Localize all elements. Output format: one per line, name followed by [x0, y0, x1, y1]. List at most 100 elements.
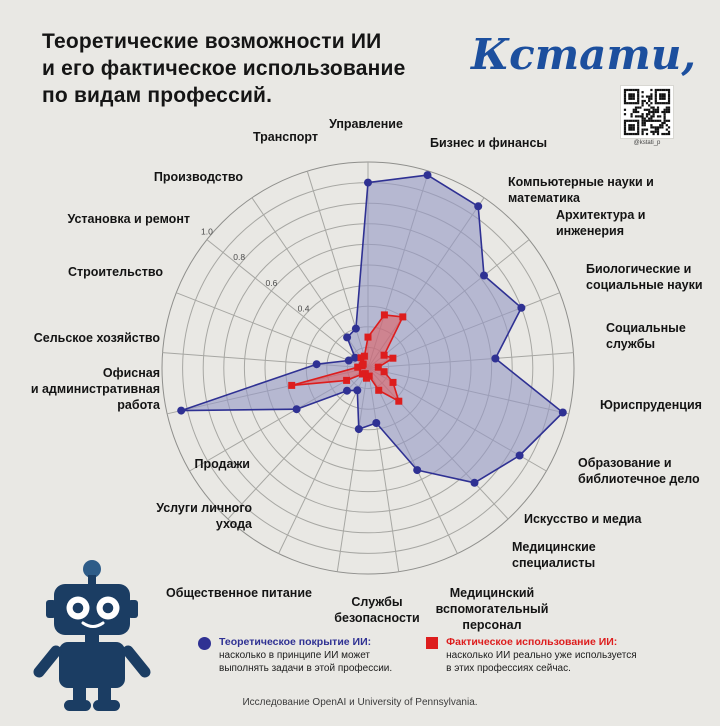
series-marker-circle: [474, 202, 483, 211]
category-label: Медицинский вспомогательный персонал: [436, 586, 549, 632]
legend-item-actual: Фактическое использование ИИ: насколько …: [426, 636, 637, 675]
category-label: Офисная и административная работа: [31, 366, 161, 412]
robot-arm-left: [33, 645, 62, 678]
series-marker-square: [389, 378, 397, 386]
qr-block: @kstati_p: [621, 86, 673, 146]
series-marker-circle: [517, 303, 526, 312]
qr-caption: @kstati_p: [633, 140, 661, 146]
category-label: Производство: [154, 170, 244, 184]
series-marker-circle: [470, 478, 479, 487]
legend: Теоретическое покрытие ИИ: насколько в п…: [198, 636, 637, 675]
legend-square-marker-icon: [426, 637, 439, 649]
series-marker-circle: [480, 271, 488, 280]
robot-icon: [33, 560, 151, 711]
series-marker-circle: [423, 171, 432, 180]
grid-spoke: [206, 239, 369, 369]
robot-pupil-left: [72, 602, 84, 614]
series-marker-circle: [372, 419, 381, 427]
robot-foot-left: [64, 700, 91, 711]
grid-spoke: [278, 367, 369, 554]
category-label: Продажи: [194, 457, 250, 471]
category-label: Услуги личного ухода: [156, 501, 253, 531]
series-marker-circle: [353, 386, 362, 395]
category-label: Архитектура и инженерия: [556, 208, 645, 238]
robot-ear-right: [128, 600, 138, 618]
legend-desc-line: в этих профессиях сейчас.: [446, 663, 571, 674]
series-marker-square: [360, 352, 368, 360]
series-marker-square: [380, 351, 388, 359]
robot-foot-right: [93, 700, 120, 711]
category-label: Службы безопасности: [334, 595, 419, 625]
category-label: Сельское хозяйство: [34, 331, 161, 345]
brand-logo: Кстати,: [470, 30, 696, 79]
grid-spoke: [176, 292, 369, 369]
page-title: Теоретические возможности ИИ и его факти…: [42, 28, 406, 109]
legend-desc-line: выполнять задачи в этой профессии.: [219, 663, 393, 674]
category-label: Социальные службы: [606, 321, 686, 351]
category-label: Медицинские специалисты: [512, 540, 596, 570]
series-marker-square: [364, 333, 372, 341]
series-marker-square: [389, 354, 397, 362]
axis-tick-label: 0.6: [265, 278, 277, 288]
category-label: Строительство: [68, 265, 163, 279]
series-marker-square: [359, 360, 367, 368]
series-marker-circle: [558, 408, 567, 417]
series-marker-square: [288, 381, 296, 389]
series-marker-circle: [177, 406, 186, 415]
series-marker-circle: [343, 333, 352, 342]
series-marker-circle: [351, 353, 360, 362]
legend-desc-line: насколько в принципе ИИ может: [219, 650, 371, 661]
series-marker-circle: [351, 324, 360, 333]
robot-pupil-right: [102, 602, 114, 614]
series-marker-circle: [413, 466, 422, 475]
series-marker-circle: [292, 405, 301, 414]
series-marker-circle: [364, 178, 372, 187]
category-label: Установка и ремонт: [67, 212, 190, 226]
series-marker-circle: [312, 360, 321, 369]
page-title-line: и его фактическое использование: [42, 57, 406, 80]
robot-head: [54, 584, 130, 635]
category-label: Образование и библиотечное дело: [578, 456, 700, 486]
axis-tick-label: 0.8: [233, 252, 245, 262]
robot-antenna-ball: [83, 560, 101, 578]
legend-title-theoretical: Теоретическое покрытие ИИ:: [219, 636, 372, 648]
series-marker-square: [380, 311, 388, 319]
category-label: Биологические и социальные науки: [586, 262, 703, 292]
legend-item-theoretical: Теоретическое покрытие ИИ: насколько в п…: [198, 636, 392, 675]
series-marker-square: [380, 368, 388, 376]
series-marker-square: [375, 386, 383, 394]
robot-arm-right: [122, 645, 151, 678]
series-marker-circle: [354, 425, 363, 434]
series-marker-square: [358, 370, 366, 378]
category-label: Искусство и медиа: [524, 512, 642, 526]
series-marker-square: [354, 363, 362, 371]
page-title-line: по видам профессий.: [42, 84, 273, 107]
credit-text: Исследование OpenAI и University of Penn…: [242, 697, 478, 708]
series-marker-square: [363, 374, 370, 382]
series-marker-square: [395, 397, 403, 405]
legend-circle-marker-icon: [198, 637, 211, 650]
robot-neck: [85, 635, 99, 643]
robot-ear-left: [46, 600, 56, 618]
series-polygon-theoretical: [180, 174, 564, 484]
series-marker-square: [399, 313, 407, 321]
series-marker-circle: [491, 354, 500, 363]
series-marker-circle: [515, 451, 524, 460]
category-label: Компьютерные науки и математика: [508, 175, 654, 205]
axis-tick-label: 0.4: [298, 304, 310, 314]
legend-desc-line: насколько ИИ реально уже используется: [446, 650, 637, 661]
robot-smile: [81, 621, 105, 628]
category-label: Общественное питание: [166, 586, 312, 600]
series-marker-square: [343, 376, 351, 384]
category-label: Управление: [329, 117, 403, 131]
robot-body: [59, 642, 125, 688]
robot-antenna-stem: [88, 575, 96, 586]
qr-code-icon: [621, 86, 673, 138]
category-label: Транспорт: [253, 130, 318, 144]
series-marker-circle: [344, 356, 353, 365]
robot-leg-left: [73, 688, 86, 701]
legend-title-actual: Фактическое использование ИИ:: [446, 636, 618, 648]
series-marker-square: [374, 363, 382, 371]
